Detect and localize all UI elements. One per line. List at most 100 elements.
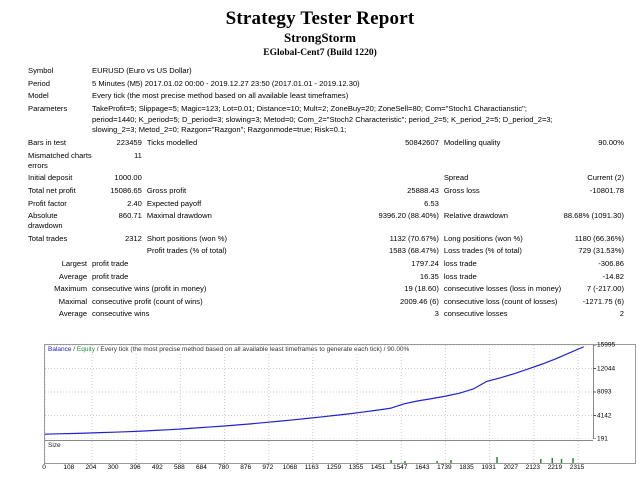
short-positions-label: Short positions (won %)	[146, 233, 228, 243]
table-row-maximal-consecutive: Maximal consecutive profit (count of win…	[20, 295, 624, 308]
legend-balance: Balance	[48, 346, 72, 353]
chart-x-axis: 0 108 204 300 396 492 588 684 780 876 972 1068 1163 1…	[42, 464, 636, 476]
chart-legend: Balance / Equity / Every tick (the most …	[47, 346, 411, 354]
x-axis-tick-label: 396	[129, 464, 141, 471]
table-row-largest: Largest profit trade 1797.24 loss trade …	[20, 258, 624, 271]
x-axis-tick-label: 108	[63, 464, 75, 471]
total-net-profit-value: 15086.65	[110, 185, 142, 195]
model-label: Model	[28, 91, 49, 101]
initial-deposit-label: Initial deposit	[28, 173, 73, 183]
x-axis-tick-label: 2027	[503, 464, 518, 471]
relative-drawdown-label: Relative drawdown	[443, 211, 509, 221]
long-positions-label: Long positions (won %)	[443, 233, 523, 243]
x-axis-tick-label: 1259	[326, 464, 342, 471]
x-axis-tick-label: 2123	[525, 464, 541, 471]
x-axis-tick-label: 1835	[459, 464, 474, 471]
ticks-modelled-value: 50842607	[405, 138, 439, 148]
average-label: Average	[58, 271, 88, 281]
table-row-average-trade: Average profit trade 16.35 loss trade -1…	[20, 270, 624, 283]
bars-in-test-label: Bars in test	[28, 138, 66, 148]
period-value: 5 Minutes (M5) 2017.01.02 00:00 - 2019.1…	[92, 78, 360, 88]
avg-consecutive-wins-label: consecutive wins	[92, 309, 150, 319]
x-axis-tick-label: 1643	[415, 464, 430, 471]
absolute-drawdown-label: Absolute drawdown	[28, 211, 63, 231]
expert-name: StrongStorm	[284, 30, 356, 45]
maximum-label: Maximum	[54, 284, 88, 294]
report-stats-table: Symbol EURUSD (Euro vs US Dollar) Period…	[20, 65, 624, 321]
x-axis-tick-label: 2219	[547, 464, 563, 471]
total-trades-value: 2312	[124, 233, 142, 243]
profit-trades-label: Profit trades (% of total)	[146, 246, 227, 256]
table-row-mismatched-errors: Mismatched charts errors 11	[20, 149, 624, 172]
table-row-initial-deposit: Initial deposit 1000.00 Spread Current (…	[20, 172, 624, 185]
table-row-average-consecutive: Average consecutive wins 3 consecutive l…	[20, 308, 624, 321]
largest-label: Largest	[61, 258, 88, 268]
max-consecutive-losses-value: 7 (-217.00)	[586, 284, 624, 294]
ticks-modelled-label: Ticks modelled	[146, 138, 198, 148]
size-bars	[44, 441, 579, 463]
x-axis-tick-label: 1068	[282, 464, 298, 471]
bars-in-test-value: 223459	[116, 138, 142, 148]
x-axis-tick-label: 1547	[392, 464, 408, 471]
short-positions-value: 1132 (70.67%)	[389, 233, 439, 243]
average2-label: Average	[58, 309, 88, 319]
symbol-label: Symbol	[28, 66, 54, 76]
y-axis-tick-label: 191	[597, 435, 608, 443]
largest-profit-trade-label: profit trade	[92, 258, 129, 268]
gross-loss-value: -10801.78	[589, 185, 624, 195]
table-row-period: Period 5 Minutes (M5) 2017.01.02 00:00 -…	[20, 78, 624, 91]
table-row-maximum-consecutive: Maximum consecutive wins (profit in mone…	[20, 283, 624, 296]
x-axis-tick-label: 972	[262, 464, 274, 471]
max-consecutive-wins-value: 19 (18.60)	[404, 284, 439, 294]
x-axis-tick-label: 204	[85, 464, 97, 471]
average-loss-trade-label: loss trade	[443, 271, 477, 281]
table-row-absolute-drawdown: Absolute drawdown 860.71 Maximal drawdow…	[20, 210, 624, 233]
absolute-drawdown-value: 860.71	[118, 211, 142, 221]
maximal-drawdown-value: 9396.20 (88.40%)	[378, 211, 439, 221]
chart-series	[45, 346, 585, 435]
x-axis-tick-label: 1355	[348, 464, 364, 471]
mismatched-errors-label: Mismatched charts errors	[28, 150, 92, 170]
x-axis-tick-label: 1739	[437, 464, 452, 471]
loss-trades-label: Loss trades (% of total)	[443, 246, 522, 256]
profit-factor-value: 2.40	[127, 198, 142, 208]
page-title: Strategy Tester Report	[225, 8, 415, 29]
x-axis-tick-label: 588	[173, 464, 185, 471]
y-axis-tick-label: 15995	[597, 341, 616, 349]
expected-payoff-value: 6.53	[424, 198, 439, 208]
average-loss-trade-value: -14.82	[602, 271, 624, 281]
avg-consecutive-losses-label: consecutive losses	[443, 309, 508, 319]
modelling-quality-value: 90.00%	[598, 138, 624, 148]
mismatched-errors-value: 11	[133, 150, 142, 160]
profit-trades-value: 1583 (68.47%)	[389, 246, 439, 256]
server-build: EGlobal-Cent7 (Build 1220)	[263, 48, 377, 58]
y-axis-tick-label: 8093	[597, 388, 612, 396]
size-panel-label: Size	[48, 442, 61, 449]
average-profit-trade-label: profit trade	[92, 271, 129, 281]
avg-consecutive-wins-value: 3	[434, 309, 439, 319]
spread-value: Current (2)	[587, 173, 624, 183]
initial-deposit-value: 1000.00	[114, 173, 142, 183]
modelling-quality-label: Modelling quality	[443, 138, 501, 148]
maximal-consecutive-profit-label: consecutive profit (count of wins)	[92, 296, 203, 306]
symbol-value: EURUSD (Euro vs US Dollar)	[92, 66, 192, 76]
y-axis-tick-label: 12044	[597, 365, 616, 372]
table-row-profit-factor: Profit factor 2.40 Expected payoff 6.53	[20, 197, 624, 210]
model-value: Every tick (the most precise method base…	[92, 91, 349, 101]
balance-equity-chart[interactable]: Balance / Equity / Every tick (the most …	[44, 341, 636, 464]
x-axis-tick-label: 492	[151, 464, 163, 471]
x-axis-tick-label: 1451	[370, 464, 386, 471]
largest-loss-trade-label: loss trade	[443, 258, 477, 268]
profit-factor-label: Profit factor	[28, 198, 67, 208]
avg-consecutive-losses-value: 2	[619, 309, 624, 319]
maximal-consecutive-profit-value: 2009.46 (6)	[400, 296, 439, 306]
maximal-consecutive-loss-label: consecutive loss (count of losses)	[443, 296, 558, 306]
largest-loss-trade-value: -306.86	[598, 258, 624, 268]
largest-profit-trade-value: 1797.24	[411, 258, 439, 268]
table-row-model: Model Every tick (the most precise metho…	[20, 90, 624, 103]
max-consecutive-wins-label: consecutive wins (profit in money)	[92, 284, 207, 294]
maximal-label: Maximal	[58, 296, 88, 306]
table-row-parameters: Parameters TakeProfit=5; Slippage=5; Mag…	[20, 103, 624, 137]
chart-y-axis: 15995 12044 8093 4142 191	[593, 341, 635, 443]
